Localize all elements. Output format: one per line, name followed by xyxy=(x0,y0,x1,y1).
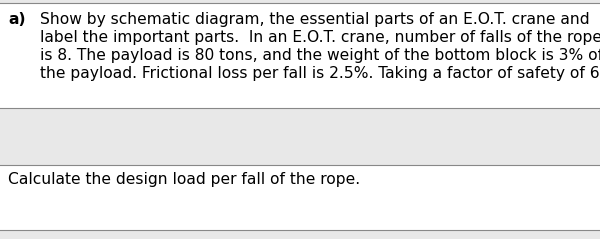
Text: is 8. The payload is 80 tons, and the weight of the bottom block is 3% of: is 8. The payload is 80 tons, and the we… xyxy=(40,48,600,63)
Text: Show by schematic diagram, the essential parts of an E.O.T. crane and: Show by schematic diagram, the essential… xyxy=(40,12,590,27)
Bar xyxy=(0,3,600,108)
Text: label the important parts.  In an E.O.T. crane, number of falls of the rope: label the important parts. In an E.O.T. … xyxy=(40,30,600,45)
Bar xyxy=(0,165,600,230)
Text: a): a) xyxy=(8,12,26,27)
Text: Calculate the design load per fall of the rope.: Calculate the design load per fall of th… xyxy=(8,172,360,187)
Text: the payload. Frictional loss per fall is 2.5%. Taking a factor of safety of 6,: the payload. Frictional loss per fall is… xyxy=(40,66,600,81)
